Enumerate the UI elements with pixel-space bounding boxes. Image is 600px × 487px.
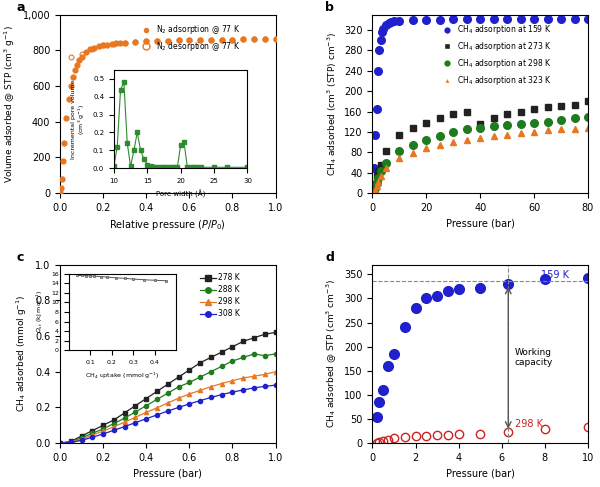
Text: d: d [325, 251, 334, 264]
Text: Working
capacity: Working capacity [515, 348, 553, 368]
Text: b: b [325, 1, 334, 14]
X-axis label: Pressure (bar): Pressure (bar) [446, 468, 515, 478]
X-axis label: Pressure (bar): Pressure (bar) [133, 468, 202, 478]
Legend: CH$_4$ adsorption at 159 K, CH$_4$ adsorption at 273 K, CH$_4$ adsorption at 298: CH$_4$ adsorption at 159 K, CH$_4$ adsor… [437, 20, 555, 90]
Text: a: a [17, 1, 25, 14]
Text: 159 K: 159 K [541, 270, 569, 280]
X-axis label: Relative pressure ($P/P_0$): Relative pressure ($P/P_0$) [109, 219, 226, 232]
Legend: N$_2$ adsorption @ 77 K, N$_2$ desorption @ 77 K: N$_2$ adsorption @ 77 K, N$_2$ desorptio… [135, 20, 243, 56]
Y-axis label: CH$_4$ adsorbed @ STP (cm$^3$ cm$^{-3}$): CH$_4$ adsorbed @ STP (cm$^3$ cm$^{-3}$) [325, 280, 338, 429]
Y-axis label: Volume adsorbed @ STP (cm$^3$ g$^{-1}$): Volume adsorbed @ STP (cm$^3$ g$^{-1}$) [2, 25, 17, 183]
Legend: 278 K, 288 K, 298 K, 308 K: 278 K, 288 K, 298 K, 308 K [197, 270, 243, 321]
Y-axis label: CH$_4$ adsorbed (mmol g$^{-1}$): CH$_4$ adsorbed (mmol g$^{-1}$) [15, 295, 29, 412]
Text: c: c [17, 251, 24, 264]
Y-axis label: CH$_4$ adsorbed (cm$^3$ (STP) cm$^{-3}$): CH$_4$ adsorbed (cm$^3$ (STP) cm$^{-3}$) [325, 32, 339, 176]
Text: 298 K: 298 K [515, 419, 543, 429]
X-axis label: Pressure (bar): Pressure (bar) [446, 219, 515, 228]
